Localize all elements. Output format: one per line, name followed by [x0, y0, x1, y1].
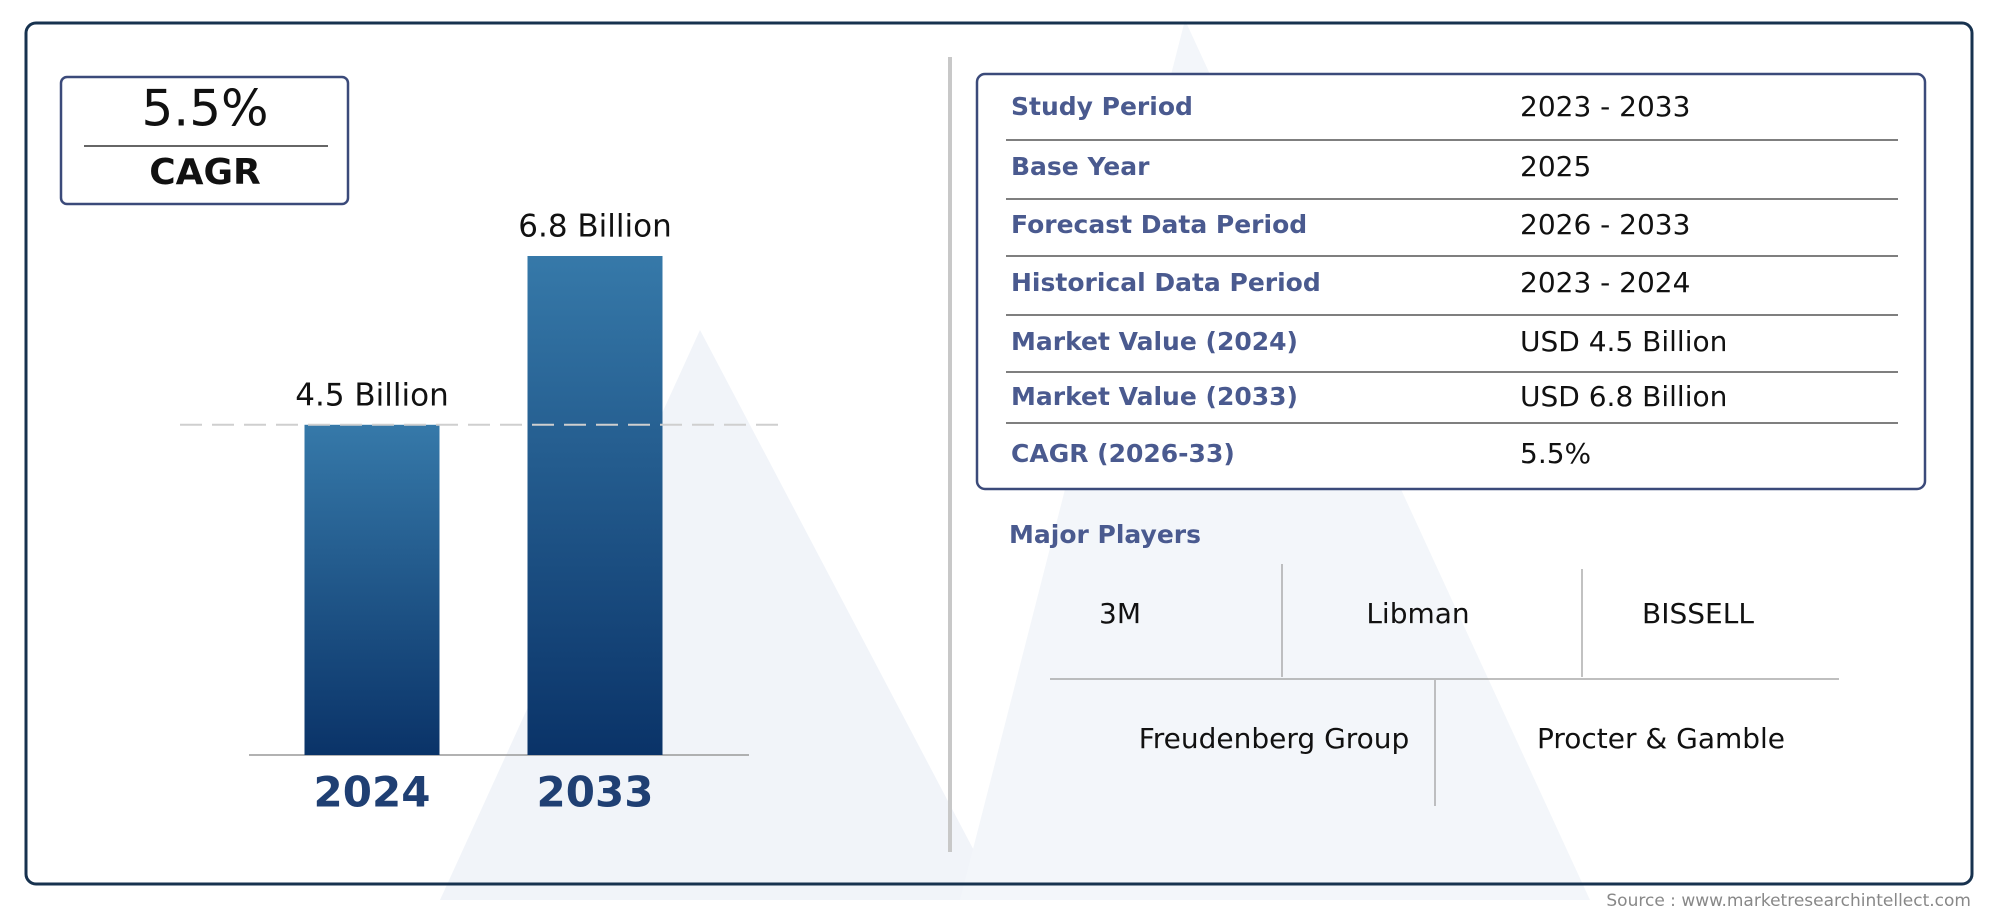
summary-table [975, 72, 1927, 491]
players-grid [1050, 564, 1839, 806]
watermark [440, 330, 1000, 900]
cagr-label: CAGR [149, 152, 261, 193]
player-name: BISSELL [1642, 597, 1754, 630]
row-value: 2023 - 2024 [1520, 266, 1690, 299]
value-label: 4.5 Billion [295, 377, 449, 413]
row-value: 5.5% [1520, 437, 1591, 470]
row-value: 2025 [1520, 150, 1591, 183]
row-value: 2026 - 2033 [1520, 208, 1690, 241]
player-name: 3M [1099, 597, 1141, 630]
source: Source : www.marketresearchintellect.com [1606, 891, 1971, 911]
value-label: 6.8 Billion [518, 209, 672, 245]
row-label: Market Value (2024) [1011, 327, 1298, 356]
row-label: Market Value (2033) [1011, 382, 1298, 411]
bar [304, 424, 440, 755]
bar [527, 256, 663, 755]
outer-frame [24, 21, 1974, 886]
cagr-box [59, 75, 350, 206]
row-label: Historical Data Period [1011, 268, 1321, 297]
row-label: Base Year [1011, 152, 1150, 181]
row-label: Forecast Data Period [1011, 210, 1307, 239]
row-value: 2023 - 2033 [1520, 90, 1690, 123]
row-value: USD 6.8 Billion [1520, 380, 1727, 413]
category-label: 2033 [537, 768, 654, 817]
cagr-value: 5.5% [141, 80, 268, 138]
player-name: Procter & Gamble [1537, 722, 1785, 755]
row-value: USD 4.5 Billion [1520, 325, 1727, 358]
player-name: Freudenberg Group [1139, 722, 1410, 755]
category-label: 2024 [314, 768, 431, 817]
players-title: Major Players [1009, 520, 1201, 549]
row-label: CAGR (2026-33) [1011, 439, 1235, 468]
player-name: Libman [1366, 597, 1469, 630]
row-label: Study Period [1011, 92, 1193, 121]
